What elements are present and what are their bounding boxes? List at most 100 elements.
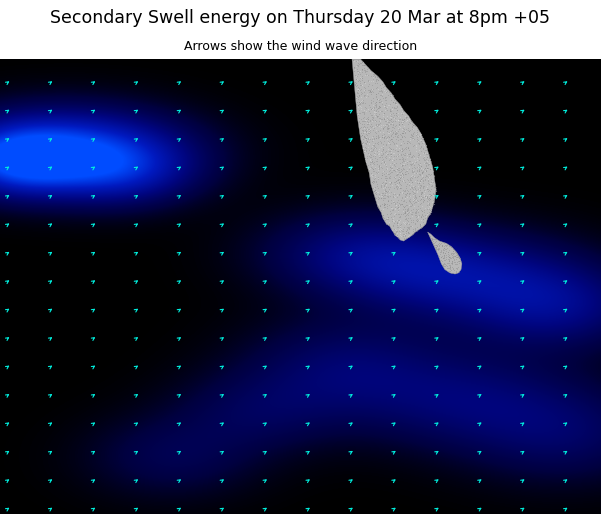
Point — [412, 217, 422, 225]
Point — [353, 70, 362, 78]
Point — [394, 152, 403, 160]
Point — [418, 215, 428, 223]
Point — [358, 107, 368, 116]
Point — [426, 206, 435, 214]
Point — [365, 87, 374, 96]
Point — [391, 130, 400, 138]
Point — [452, 264, 462, 272]
Point — [377, 88, 387, 96]
Point — [419, 191, 429, 199]
Point — [368, 167, 377, 175]
Point — [399, 197, 409, 206]
Point — [445, 262, 454, 270]
Point — [391, 229, 400, 237]
Point — [414, 211, 424, 219]
Point — [377, 155, 387, 163]
Point — [348, 56, 358, 64]
Point — [410, 182, 419, 191]
Point — [450, 255, 459, 264]
Point — [402, 206, 412, 214]
Point — [382, 215, 391, 224]
Point — [422, 164, 432, 172]
Point — [409, 202, 419, 210]
Point — [385, 120, 394, 128]
Point — [398, 127, 407, 135]
Point — [370, 178, 379, 186]
Point — [356, 103, 365, 112]
Point — [369, 187, 379, 195]
Point — [415, 146, 424, 154]
Point — [416, 224, 426, 232]
Point — [363, 135, 373, 143]
Point — [419, 164, 429, 173]
Point — [427, 191, 436, 199]
Point — [355, 128, 365, 136]
Point — [368, 75, 378, 83]
Point — [358, 126, 367, 135]
Point — [398, 170, 408, 178]
Point — [364, 119, 373, 127]
Point — [384, 147, 394, 155]
Point — [361, 116, 370, 124]
Point — [435, 242, 444, 250]
Point — [448, 268, 457, 277]
Point — [423, 179, 433, 187]
Point — [380, 180, 390, 188]
Point — [385, 218, 394, 226]
Point — [426, 158, 435, 166]
Point — [381, 99, 391, 107]
Point — [375, 88, 385, 96]
Point — [398, 106, 407, 114]
Point — [359, 122, 369, 131]
Point — [401, 227, 410, 235]
Point — [453, 258, 462, 266]
Point — [382, 172, 391, 180]
Point — [419, 199, 429, 207]
Point — [369, 104, 379, 112]
Point — [383, 197, 393, 206]
Point — [409, 214, 419, 223]
Point — [404, 225, 413, 233]
Point — [390, 132, 400, 140]
Point — [407, 120, 416, 128]
Point — [410, 157, 419, 165]
Point — [385, 210, 394, 218]
Point — [358, 120, 367, 128]
Point — [437, 241, 447, 249]
Point — [368, 120, 377, 128]
Point — [353, 75, 362, 83]
Point — [355, 86, 365, 95]
Point — [381, 117, 391, 125]
Point — [371, 176, 381, 185]
Point — [355, 124, 364, 132]
Point — [379, 114, 388, 122]
Point — [391, 207, 401, 215]
Point — [391, 205, 400, 213]
Point — [390, 217, 400, 225]
Point — [372, 160, 382, 168]
Point — [385, 211, 394, 219]
Point — [390, 162, 400, 170]
Point — [412, 224, 422, 232]
Point — [365, 153, 375, 161]
Point — [398, 118, 408, 126]
Point — [373, 113, 382, 121]
Point — [448, 259, 457, 267]
Point — [383, 129, 393, 137]
Point — [455, 254, 465, 262]
Point — [385, 192, 395, 200]
Point — [429, 241, 439, 249]
Point — [412, 216, 421, 225]
Point — [408, 195, 418, 204]
Point — [400, 149, 410, 157]
Point — [411, 186, 421, 194]
Point — [435, 250, 445, 259]
Point — [419, 221, 429, 229]
Point — [357, 116, 367, 124]
Point — [425, 208, 435, 216]
Point — [422, 212, 432, 220]
Point — [453, 251, 462, 260]
Point — [439, 259, 448, 267]
Point — [390, 128, 400, 137]
Point — [423, 153, 432, 161]
